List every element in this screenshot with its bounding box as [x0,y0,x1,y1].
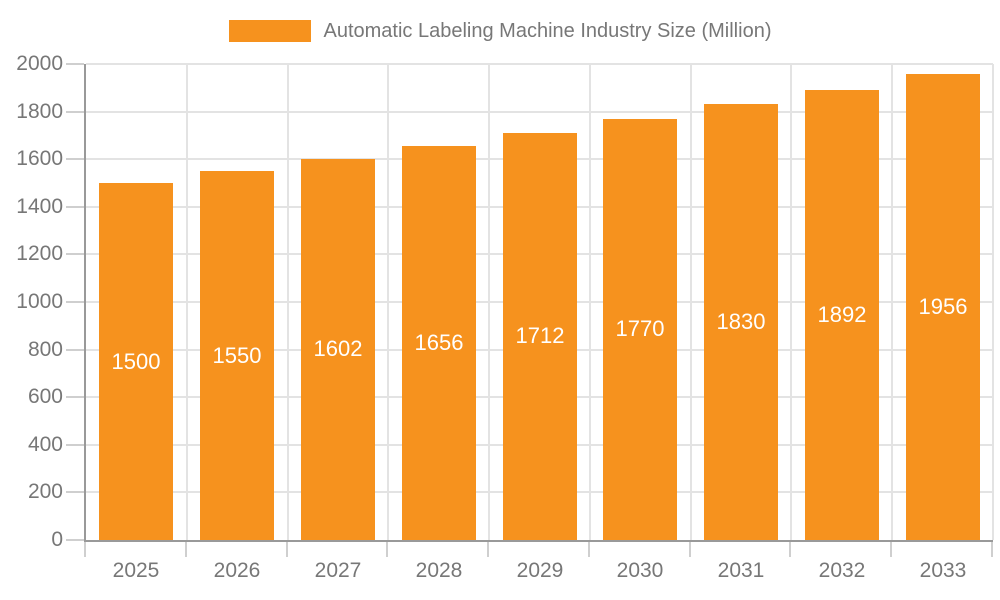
bar-2027 [301,158,375,540]
x-tick-mark [890,542,892,557]
x-tick-label: 2027 [314,559,362,582]
bar-2029 [503,132,577,540]
x-tick-mark [689,542,691,557]
y-tick-label: 1800 [16,100,63,123]
y-tick-mark [66,205,84,208]
gridline-vertical [790,64,792,540]
gridline-vertical [891,64,893,540]
gridline-vertical [488,64,490,540]
gridline-horizontal [86,110,993,113]
legend: Automatic Labeling Machine Industry Size… [0,18,1000,44]
x-tick-label: 2029 [516,559,564,582]
gridline-vertical [589,64,591,540]
y-tick-mark [66,348,84,351]
y-tick-label: 600 [27,385,63,408]
gridline-vertical [287,64,289,540]
bar-2033 [906,74,980,540]
y-tick-mark [66,158,84,161]
y-tick-label: 1000 [16,290,63,313]
x-tick-mark [185,542,187,557]
bar-2030 [603,118,677,540]
legend-label: Automatic Labeling Machine Industry Size… [323,19,772,42]
x-tick-mark [286,542,288,557]
x-tick-label: 2030 [616,559,664,582]
x-tick-label: 2031 [717,559,765,582]
x-tick-mark [487,542,489,557]
y-tick-mark [66,301,84,303]
bar-2031 [704,104,778,540]
legend-swatch-icon [228,20,311,42]
bar-2028 [402,145,476,540]
gridline-vertical [387,64,389,540]
bar-value-label: 1712 [515,323,565,348]
x-tick-mark [588,542,590,557]
y-tick-label: 400 [27,433,63,456]
gridline-horizontal [86,63,993,65]
x-tick-label: 2026 [213,559,261,582]
y-tick-mark [66,396,84,399]
y-tick-mark [66,443,84,446]
x-tick-mark [386,542,388,557]
y-tick-label: 1200 [16,242,63,265]
x-tick-label: 2025 [112,559,160,582]
bar-value-label: 1656 [414,330,464,355]
bar-value-label: 1956 [918,294,968,319]
x-tick-mark [789,542,791,557]
bar-value-label: 1830 [716,309,766,334]
bar-value-label: 1500 [111,349,161,374]
bar-value-label: 1770 [615,316,665,341]
y-tick-mark [66,63,84,65]
y-axis-line [84,64,86,540]
bar-2026 [200,171,274,540]
gridline-vertical [186,64,188,540]
y-tick-mark [66,539,84,541]
bar-value-label: 1550 [212,343,262,368]
y-tick-mark [66,253,84,256]
y-tick-label: 200 [27,480,63,503]
gridline-vertical [690,64,692,540]
y-tick-mark [66,110,84,113]
y-tick-label: 1400 [16,195,63,218]
x-tick-label: 2032 [818,559,866,582]
gridline-vertical [992,64,994,540]
y-tick-label: 800 [27,338,63,361]
x-tick-mark [84,542,86,557]
bar-2032 [805,89,879,540]
x-tick-label: 2028 [415,559,463,582]
x-tick-label: 2033 [919,559,967,582]
y-tick-label: 2000 [16,52,63,75]
bar-2025 [99,183,173,540]
y-tick-mark [66,491,84,494]
bar-value-label: 1602 [313,336,363,361]
y-tick-label: 1600 [16,147,63,170]
x-axis-line [84,540,993,542]
bar-value-label: 1892 [817,302,867,327]
y-tick-label: 0 [51,528,63,551]
x-tick-mark [991,542,993,557]
